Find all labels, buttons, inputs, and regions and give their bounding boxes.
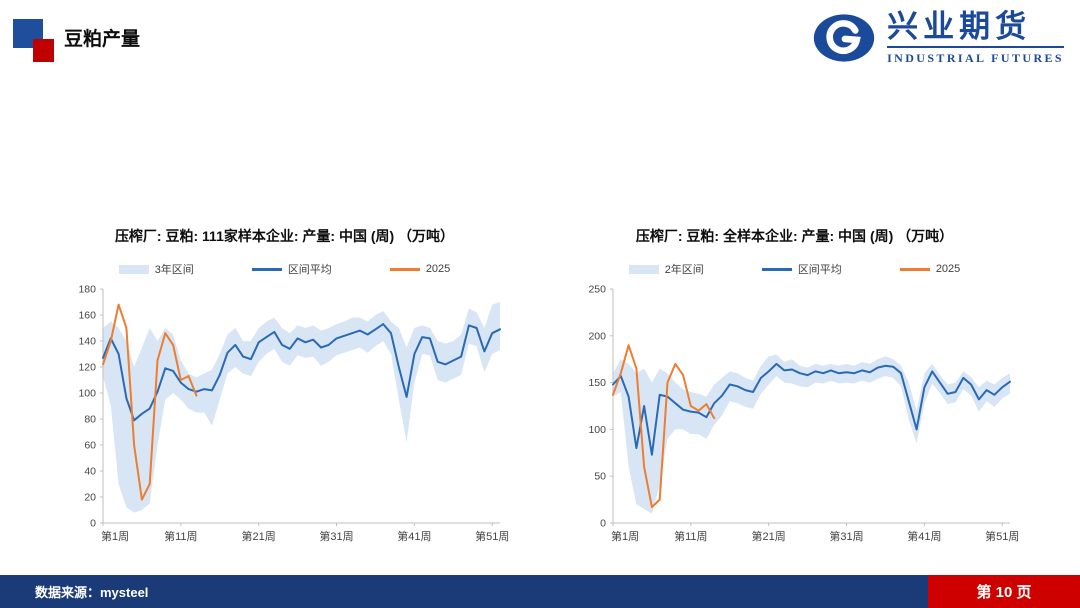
company-logo: 兴业期货 INDUSTRIAL FUTURES [811,10,1064,66]
company-logo-icon [813,14,875,62]
y-tick-label: 60 [84,440,96,452]
legend-label: 2025 [425,263,451,275]
logo-divider [887,46,1064,48]
legend-label: 2025 [935,263,961,275]
band-area [103,302,500,513]
company-name-cn: 兴业期货 [887,9,1032,44]
y-tick-label: 250 [588,284,606,296]
x-tick-label: 第31周 [829,529,863,543]
title-marker-red-square [33,39,54,62]
x-tick-label: 第1周 [101,529,129,543]
chart-plot: 0 20 40 60 80 100 120 140 160 180 第1周 第11周 第21周 第31周 第… [78,284,509,544]
legend-line-swatch [251,267,282,271]
legend-label: 区间平均 [797,264,842,276]
legend-item: 2025 [899,263,961,275]
footer: 数据来源：mysteel 第 10 页 [0,575,1080,608]
y-tick-label: 150 [588,377,606,389]
y-tick-label: 160 [78,310,96,322]
legend-item: 2025 [389,263,451,275]
y-tick-label: 50 [594,471,606,483]
x-tick-label: 第41周 [907,529,941,543]
series-line-区间平均 [102,323,501,422]
series-line-区间平均 [612,362,1011,456]
series-line-2025 [102,303,198,501]
legend-line-swatch [389,267,420,271]
y-tick-label: 80 [84,414,96,426]
y-tick-label: 40 [84,466,96,478]
company-name-en: INDUSTRIAL FUTURES [887,51,1064,65]
series-line-2025 [612,344,716,509]
y-tick-label: 180 [78,284,96,296]
x-tick-label: 第21周 [242,529,276,543]
band-area [613,354,1010,514]
legend-label: 3年区间 [154,264,194,276]
x-tick-label: 第51周 [475,529,509,543]
legend-item: 2年区间 [628,261,704,277]
chart-title: 压榨厂: 豆粕: 全样本企业: 产量: 中国 (周) （万吨） [635,228,954,244]
chart-soymeal-111-samples: 压榨厂: 豆粕: 111家样本企业: 产量: 中国 (周) （万吨） 3年区间 区… [57,226,512,553]
page-number-badge: 第 10 页 [928,575,1080,608]
data-source: 数据来源：mysteel [35,585,149,600]
y-tick-label: 100 [78,388,96,400]
legend-item: 区间平均 [761,261,842,277]
x-tick-label: 第11周 [164,529,197,543]
legend-band-swatch [628,264,659,274]
y-tick-label: 100 [588,424,606,436]
legend-band-swatch [118,264,149,274]
y-tick-label: 140 [78,336,96,348]
chart-plot: 0 50 100 150 200 250 第1周 第11周 第21周 第31周 第41周 第51周 [588,284,1019,544]
x-tick-label: 第31周 [319,529,353,543]
x-tick-label: 第11周 [674,529,707,543]
legend-label: 区间平均 [287,264,332,276]
legend-label: 2年区间 [664,264,704,276]
page-title: 豆粕产量 [64,29,141,50]
chart-title: 压榨厂: 豆粕: 111家样本企业: 产量: 中国 (周) （万吨） [114,228,455,244]
y-tick-label: 120 [78,362,96,374]
legend-line-swatch [761,267,792,271]
y-tick-label: 20 [84,492,96,504]
x-tick-label: 第41周 [397,529,431,543]
legend-item: 区间平均 [251,261,332,277]
y-tick-label: 200 [588,330,606,342]
legend-item: 3年区间 [118,261,194,277]
x-tick-label: 第21周 [752,529,786,543]
page-number: 第 10 页 [976,584,1032,601]
chart-legend: 3年区间 区间平均 2025 [57,261,512,277]
y-tick-label: 0 [600,518,606,530]
y-tick-label: 0 [90,518,96,530]
chart-soymeal-all-samples: 压榨厂: 豆粕: 全样本企业: 产量: 中国 (周) （万吨） 2年区间 区间平均… [567,226,1022,553]
chart-legend: 2年区间 区间平均 2025 [567,261,1022,277]
x-tick-label: 第51周 [985,529,1019,543]
x-tick-label: 第1周 [611,529,639,543]
legend-line-swatch [899,267,930,271]
company-logo-text: 兴业期货 INDUSTRIAL FUTURES [887,10,1064,66]
